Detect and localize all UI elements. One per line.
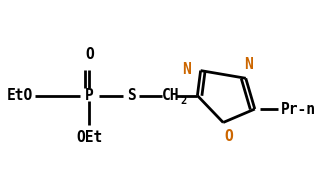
Text: O: O: [225, 129, 233, 144]
Text: N: N: [182, 62, 191, 77]
Text: OEt: OEt: [76, 130, 103, 145]
Text: EtO: EtO: [7, 88, 33, 103]
Text: 2: 2: [181, 96, 187, 106]
Text: O: O: [85, 47, 94, 62]
Text: Pr-n: Pr-n: [281, 102, 315, 117]
Text: N: N: [244, 57, 253, 72]
Text: S: S: [127, 88, 136, 103]
Text: CH: CH: [162, 88, 179, 103]
Text: P: P: [85, 88, 94, 103]
